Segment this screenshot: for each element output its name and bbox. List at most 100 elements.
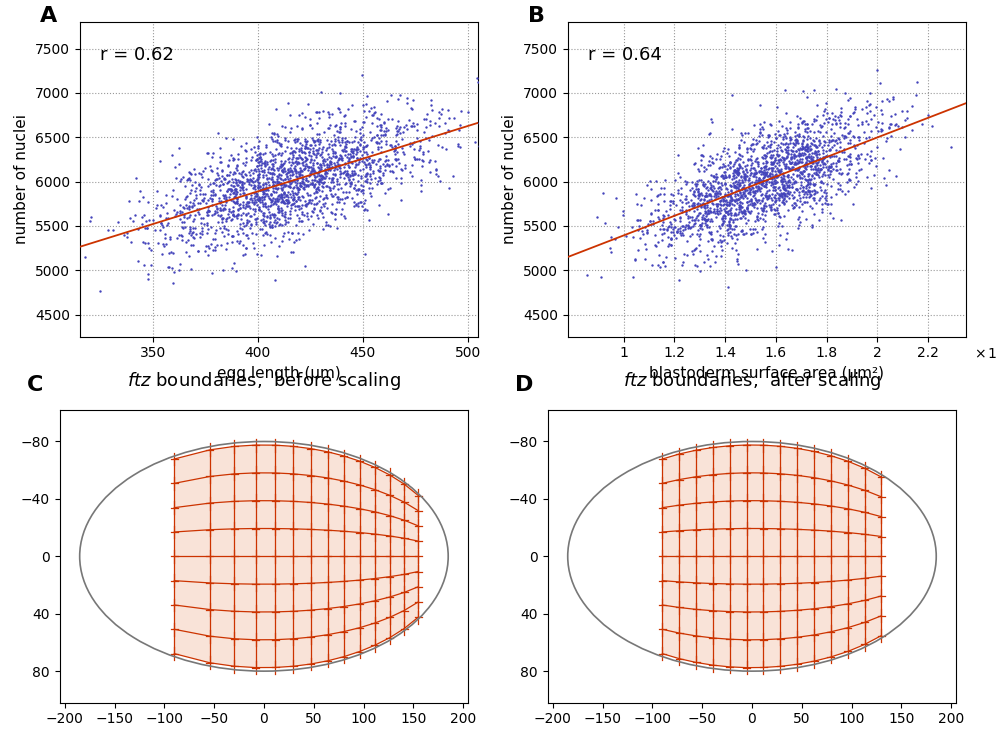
Point — [777, 184, 793, 196]
Point — [763, 135, 779, 147]
Point — [300, 180, 316, 192]
Point — [679, 223, 695, 234]
Point — [796, 188, 812, 200]
Point — [204, 165, 220, 177]
Point — [639, 227, 655, 239]
Point — [814, 176, 830, 188]
Point — [301, 162, 317, 173]
Point — [756, 116, 772, 128]
Point — [730, 152, 746, 164]
Point — [329, 191, 345, 203]
Point — [727, 195, 743, 207]
Point — [693, 201, 709, 213]
Point — [302, 179, 318, 190]
Point — [271, 220, 287, 231]
Point — [182, 221, 198, 233]
Point — [273, 173, 289, 185]
Point — [654, 223, 670, 235]
Point — [811, 166, 827, 178]
Point — [843, 149, 859, 160]
Point — [743, 193, 759, 205]
Point — [803, 153, 819, 165]
Point — [314, 170, 330, 182]
Point — [751, 173, 767, 184]
Point — [387, 122, 403, 134]
Point — [267, 135, 283, 147]
Point — [801, 187, 817, 198]
Point — [292, 168, 308, 180]
Point — [811, 165, 827, 176]
Point — [357, 175, 373, 187]
Point — [275, 196, 291, 208]
Point — [825, 134, 841, 146]
Point — [212, 222, 228, 234]
Point — [344, 143, 360, 155]
Point — [705, 157, 721, 169]
Point — [691, 208, 707, 220]
Point — [301, 142, 317, 154]
X-axis label: egg length (μm): egg length (μm) — [217, 366, 341, 381]
Point — [354, 154, 370, 166]
Point — [844, 158, 860, 170]
Point — [282, 169, 298, 181]
Point — [636, 221, 652, 233]
Point — [769, 176, 785, 187]
Point — [708, 208, 724, 220]
Point — [754, 141, 770, 153]
Point — [744, 138, 760, 150]
Point — [820, 155, 836, 167]
Point — [367, 173, 382, 184]
Point — [712, 150, 728, 162]
Point — [252, 184, 268, 195]
Point — [196, 163, 212, 174]
Point — [767, 195, 783, 207]
Point — [325, 146, 341, 158]
Point — [280, 173, 296, 184]
Point — [288, 165, 304, 176]
Point — [756, 199, 772, 211]
Point — [810, 111, 826, 122]
Point — [772, 199, 788, 211]
Point — [318, 189, 334, 201]
Point — [731, 139, 747, 151]
Point — [261, 161, 277, 173]
Point — [714, 179, 730, 191]
Point — [794, 138, 810, 149]
Point — [327, 151, 343, 163]
Point — [789, 169, 805, 181]
Point — [653, 219, 669, 231]
Point — [184, 231, 200, 243]
Point — [847, 106, 863, 118]
Point — [180, 173, 196, 185]
Point — [800, 119, 816, 130]
Point — [776, 180, 792, 192]
Point — [173, 234, 189, 245]
Point — [374, 177, 389, 189]
Point — [304, 154, 320, 165]
Point — [743, 168, 759, 179]
Point — [305, 173, 321, 185]
Point — [279, 171, 295, 183]
Point — [693, 154, 709, 165]
Point — [298, 154, 314, 166]
Point — [804, 202, 820, 214]
Point — [203, 221, 219, 233]
Point — [169, 206, 185, 218]
Point — [302, 194, 318, 206]
Point — [353, 152, 369, 164]
Point — [759, 185, 775, 197]
Point — [422, 154, 438, 166]
Point — [779, 181, 795, 193]
Point — [227, 167, 243, 179]
Point — [701, 194, 717, 206]
Point — [280, 196, 296, 208]
Point — [816, 186, 832, 198]
Point — [200, 201, 216, 213]
Point — [742, 169, 758, 181]
Point — [337, 145, 353, 157]
Point — [737, 127, 753, 139]
Point — [419, 108, 435, 120]
Point — [788, 146, 804, 157]
Point — [230, 179, 246, 191]
Point — [742, 188, 758, 200]
